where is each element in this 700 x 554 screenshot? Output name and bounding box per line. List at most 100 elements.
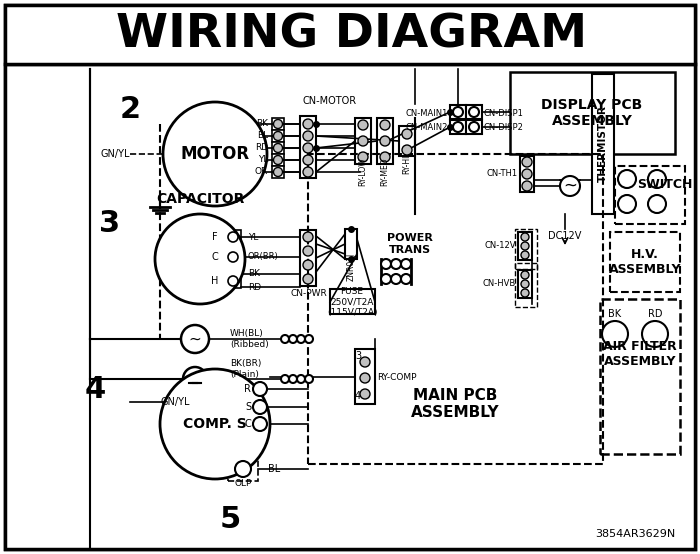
Circle shape [402, 145, 412, 155]
Text: DISPLAY PCB
ASSEMBLY: DISPLAY PCB ASSEMBLY [541, 98, 643, 128]
Circle shape [391, 274, 401, 284]
Circle shape [253, 382, 267, 396]
Bar [272, 142, 284, 154]
Text: R: R [244, 384, 251, 394]
Circle shape [648, 195, 666, 213]
Bar [615, 166, 685, 224]
Text: 3: 3 [355, 351, 361, 361]
Circle shape [381, 274, 391, 284]
Circle shape [155, 214, 245, 304]
Circle shape [522, 181, 532, 191]
Circle shape [560, 176, 580, 196]
Circle shape [305, 375, 313, 383]
Text: BK(BR)
(Plain): BK(BR) (Plain) [230, 360, 261, 379]
Text: H.V.
ASSEMBLY: H.V. ASSEMBLY [609, 248, 681, 276]
Circle shape [303, 232, 313, 242]
Circle shape [274, 120, 283, 129]
Text: CN-MOTOR: CN-MOTOR [303, 96, 357, 106]
Bar [300, 116, 316, 178]
Circle shape [297, 375, 305, 383]
Text: 3: 3 [99, 209, 120, 239]
Text: ~: ~ [563, 177, 577, 195]
Circle shape [235, 461, 251, 477]
Text: BK: BK [608, 309, 622, 319]
Circle shape [360, 357, 370, 367]
Circle shape [521, 242, 529, 250]
Circle shape [163, 102, 267, 206]
Circle shape [618, 195, 636, 213]
Text: ~: ~ [188, 331, 202, 346]
Bar [515, 263, 537, 307]
Bar [466, 120, 482, 134]
Circle shape [602, 321, 628, 347]
Circle shape [305, 335, 313, 343]
Circle shape [303, 143, 313, 153]
Text: CN-TH1: CN-TH1 [487, 170, 518, 178]
Circle shape [358, 120, 368, 130]
Bar [610, 232, 680, 292]
Circle shape [521, 251, 529, 259]
Circle shape [303, 119, 313, 129]
Circle shape [183, 367, 207, 391]
Bar [355, 118, 371, 164]
Circle shape [303, 274, 313, 284]
Circle shape [453, 122, 463, 132]
Bar [518, 270, 532, 298]
Text: CN-PWR: CN-PWR [290, 290, 328, 299]
Circle shape [380, 136, 390, 146]
Circle shape [618, 170, 636, 188]
Circle shape [401, 274, 411, 284]
Text: MAIN PCB
ASSEMBLY: MAIN PCB ASSEMBLY [411, 388, 499, 420]
Text: BK: BK [256, 120, 268, 129]
Circle shape [303, 155, 313, 165]
Bar [450, 105, 466, 119]
Bar [510, 72, 675, 154]
Bar [5, 5, 695, 64]
Bar [345, 229, 357, 259]
Bar [225, 250, 241, 264]
Text: CN-MAIN1: CN-MAIN1 [405, 109, 448, 117]
Circle shape [253, 417, 267, 431]
Text: ZNR01J: ZNR01J [346, 253, 356, 281]
Text: F: F [212, 232, 218, 242]
Bar [272, 118, 284, 130]
Circle shape [274, 131, 283, 141]
Text: BK: BK [248, 269, 260, 279]
Text: OLP: OLP [234, 480, 252, 489]
Circle shape [253, 400, 267, 414]
Circle shape [360, 373, 370, 383]
Text: C: C [211, 252, 218, 262]
Text: DC12V: DC12V [548, 231, 582, 241]
Text: WIRING DIAGRAM: WIRING DIAGRAM [116, 13, 587, 58]
Bar [225, 230, 241, 244]
Circle shape [469, 107, 479, 117]
Text: BL: BL [268, 464, 280, 474]
Circle shape [521, 280, 529, 288]
Circle shape [303, 260, 313, 270]
Text: CN-MAIN2: CN-MAIN2 [405, 124, 448, 132]
Circle shape [522, 169, 532, 179]
Text: YL: YL [258, 156, 268, 165]
Bar [228, 457, 258, 481]
Circle shape [380, 152, 390, 162]
Circle shape [380, 120, 390, 130]
Circle shape [358, 152, 368, 162]
Circle shape [274, 156, 283, 165]
Circle shape [228, 232, 238, 242]
Text: CN-12V: CN-12V [484, 242, 516, 250]
Text: CN-HVB: CN-HVB [483, 280, 516, 289]
Text: 4: 4 [355, 391, 361, 401]
Bar [308, 154, 603, 464]
Bar [377, 118, 393, 164]
Text: COMP. S: COMP. S [183, 417, 247, 431]
Circle shape [274, 143, 283, 152]
Bar [520, 156, 534, 192]
Bar [272, 166, 284, 178]
Text: YL: YL [248, 233, 258, 242]
Text: 5: 5 [219, 505, 241, 534]
Bar [5, 64, 695, 549]
Text: RY-LOW: RY-LOW [358, 158, 368, 186]
Circle shape [521, 271, 529, 279]
Text: RY-MED: RY-MED [381, 158, 389, 186]
Bar [518, 232, 532, 260]
